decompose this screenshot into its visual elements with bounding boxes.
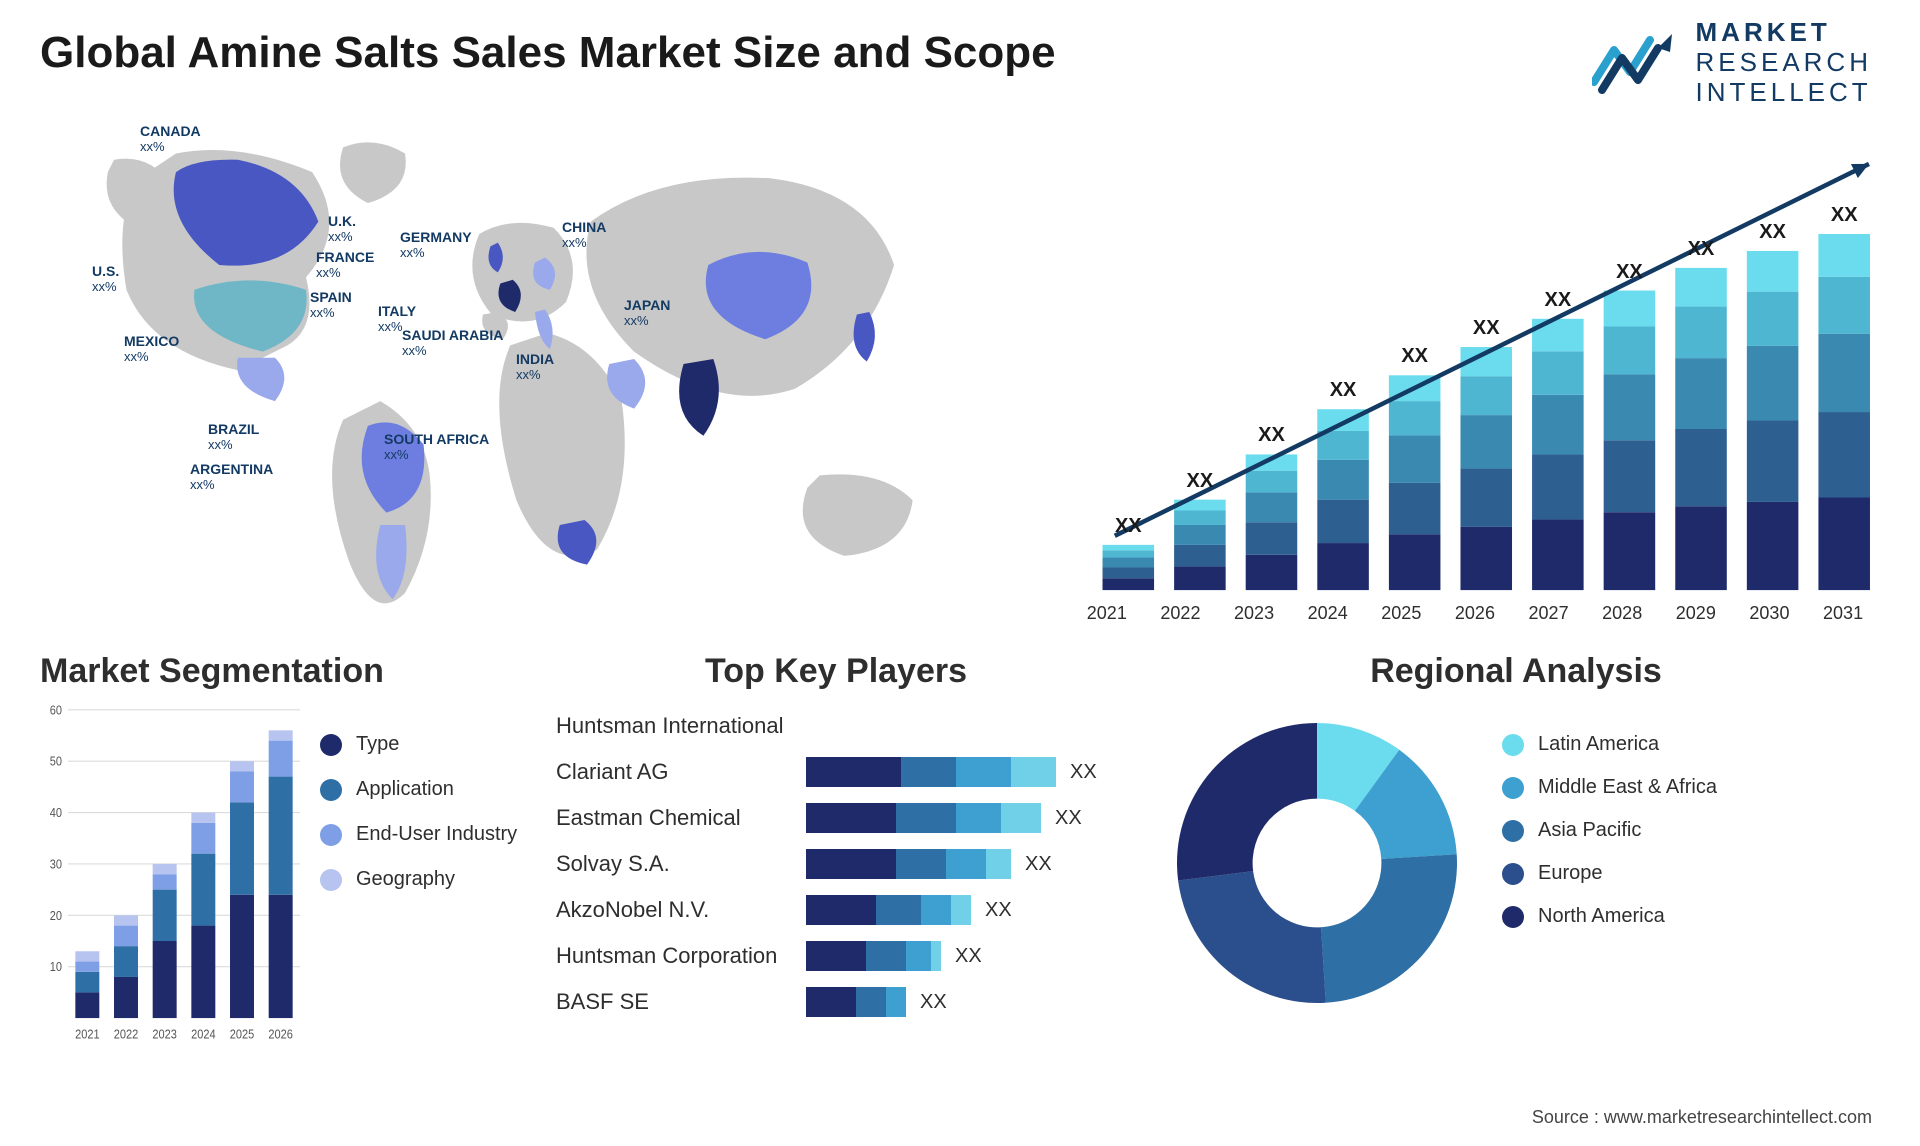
svg-text:2023: 2023 bbox=[152, 1028, 177, 1042]
source-line: Source : www.marketresearchintellect.com bbox=[1532, 1107, 1872, 1128]
growth-xaxis-label: 2030 bbox=[1749, 603, 1789, 624]
svg-text:2022: 2022 bbox=[114, 1028, 138, 1042]
map-label: MEXICOxx% bbox=[124, 334, 179, 363]
regional-legend-item: North America bbox=[1502, 905, 1880, 928]
regional-legend-item: Europe bbox=[1502, 862, 1880, 885]
regional-legend-item: Latin America bbox=[1502, 733, 1880, 756]
map-label: CHINAxx% bbox=[562, 220, 606, 249]
svg-text:2025: 2025 bbox=[230, 1028, 255, 1042]
svg-text:2026: 2026 bbox=[268, 1028, 293, 1042]
map-label: U.K.xx% bbox=[328, 214, 356, 243]
svg-text:2024: 2024 bbox=[191, 1028, 216, 1042]
map-label: SPAINxx% bbox=[310, 290, 352, 319]
segmentation-chart: 10 20 30 40 50 60 2021 2022 2023 2024 2025 2026 bbox=[40, 703, 300, 1043]
growth-bar-label: XX bbox=[1115, 515, 1142, 538]
regional-donut bbox=[1152, 703, 1482, 1013]
segmentation-legend-item: End-User Industry bbox=[320, 823, 520, 846]
growth-xaxis-label: 2021 bbox=[1087, 603, 1127, 624]
svg-text:20: 20 bbox=[50, 909, 63, 923]
map-label: ARGENTINAxx% bbox=[190, 462, 273, 491]
growth-bar-label: XX bbox=[1330, 379, 1357, 402]
svg-text:30: 30 bbox=[50, 858, 63, 872]
growth-xaxis-label: 2026 bbox=[1455, 603, 1495, 624]
segmentation-panel: Market Segmentation 10 20 30 40 50 60 2021 202… bbox=[40, 652, 520, 1072]
growth-bar-label: XX bbox=[1759, 221, 1786, 244]
players-row: Eastman ChemicalXX bbox=[556, 795, 1116, 841]
regional-legend-item: Asia Pacific bbox=[1502, 819, 1880, 842]
growth-xaxis-label: 2031 bbox=[1823, 603, 1863, 624]
segmentation-legend-item: Geography bbox=[320, 868, 520, 891]
map-label: U.S.xx% bbox=[92, 264, 119, 293]
svg-text:40: 40 bbox=[50, 806, 63, 820]
brand-logo: MARKET RESEARCH INTELLECT bbox=[1592, 18, 1872, 108]
regional-panel: Regional Analysis Latin America Middle Ea… bbox=[1152, 652, 1880, 1072]
bottom-row: Market Segmentation 10 20 30 40 50 60 2021 202… bbox=[40, 652, 1880, 1072]
logo-text: MARKET RESEARCH INTELLECT bbox=[1696, 18, 1872, 108]
world-map: CANADAxx% U.S.xx% MEXICOxx% BRAZILxx% ARGENT… bbox=[40, 104, 1030, 624]
growth-bar-label: XX bbox=[1544, 289, 1571, 312]
regional-legend: Latin America Middle East & Africa Asia Pa… bbox=[1482, 703, 1880, 1013]
players-row: Clariant AGXX bbox=[556, 749, 1116, 795]
growth-bar-label: XX bbox=[1831, 204, 1858, 227]
growth-xaxis-label: 2024 bbox=[1308, 603, 1348, 624]
growth-bar-label: XX bbox=[1688, 238, 1715, 261]
players-row: BASF SEXX bbox=[556, 979, 1116, 1025]
growth-xaxis-label: 2029 bbox=[1676, 603, 1716, 624]
logo-mark-icon bbox=[1592, 32, 1678, 94]
regional-title: Regional Analysis bbox=[1152, 652, 1880, 691]
growth-bar-label: XX bbox=[1401, 345, 1428, 368]
page-root: Global Amine Salts Sales Market Size and… bbox=[0, 0, 1920, 1146]
players-title: Top Key Players bbox=[556, 652, 1116, 691]
map-label: CANADAxx% bbox=[140, 124, 201, 153]
map-label: INDIAxx% bbox=[516, 352, 554, 381]
map-label: SAUDI ARABIAxx% bbox=[402, 328, 503, 357]
map-label: GERMANYxx% bbox=[400, 230, 472, 259]
svg-text:10: 10 bbox=[50, 961, 63, 975]
segmentation-svg: 10 20 30 40 50 60 2021 2022 2023 2024 2025 2026 bbox=[40, 703, 300, 1043]
map-label: JAPANxx% bbox=[624, 298, 670, 327]
donut-svg bbox=[1167, 713, 1467, 1013]
map-label: FRANCExx% bbox=[316, 250, 374, 279]
logo-line1: MARKET bbox=[1696, 18, 1872, 48]
growth-chart: XXXXXXXXXXXXXXXXXXXXXX 20212022202320242… bbox=[1070, 104, 1880, 624]
players-list: Huntsman InternationalClariant AGXXEastm… bbox=[556, 703, 1116, 1025]
segmentation-legend-item: Application bbox=[320, 778, 520, 801]
logo-line2: RESEARCH bbox=[1696, 48, 1872, 78]
players-row: Solvay S.A.XX bbox=[556, 841, 1116, 887]
segmentation-legend-item: Type bbox=[320, 733, 520, 756]
growth-bar-label: XX bbox=[1187, 470, 1214, 493]
hero-row: CANADAxx% U.S.xx% MEXICOxx% BRAZILxx% ARGENT… bbox=[40, 104, 1880, 624]
players-header: Huntsman International bbox=[556, 703, 1116, 749]
growth-bar-label: XX bbox=[1616, 261, 1643, 284]
growth-xaxis-label: 2023 bbox=[1234, 603, 1274, 624]
svg-text:60: 60 bbox=[50, 704, 63, 718]
growth-xaxis-label: 2028 bbox=[1602, 603, 1642, 624]
map-label: BRAZILxx% bbox=[208, 422, 259, 451]
segmentation-legend: Type Application End-User Industry Geograph… bbox=[300, 703, 520, 1043]
svg-text:2021: 2021 bbox=[75, 1028, 99, 1042]
svg-text:50: 50 bbox=[50, 755, 63, 769]
players-row: AkzoNobel N.V.XX bbox=[556, 887, 1116, 933]
growth-xaxis-label: 2027 bbox=[1529, 603, 1569, 624]
map-label: SOUTH AFRICAxx% bbox=[384, 432, 489, 461]
growth-xaxis: 2021 2022 2023 2024 2025 2026 2027 2028 2029 2030… bbox=[1070, 603, 1880, 624]
growth-bar-label: XX bbox=[1258, 424, 1285, 447]
growth-svg bbox=[1070, 104, 1880, 624]
players-panel: Top Key Players Huntsman InternationalCl… bbox=[556, 652, 1116, 1072]
growth-xaxis-label: 2025 bbox=[1381, 603, 1421, 624]
players-row: Huntsman CorporationXX bbox=[556, 933, 1116, 979]
growth-xaxis-label: 2022 bbox=[1160, 603, 1200, 624]
segmentation-title: Market Segmentation bbox=[40, 652, 520, 691]
growth-bar-label: XX bbox=[1473, 317, 1500, 340]
regional-legend-item: Middle East & Africa bbox=[1502, 776, 1880, 799]
